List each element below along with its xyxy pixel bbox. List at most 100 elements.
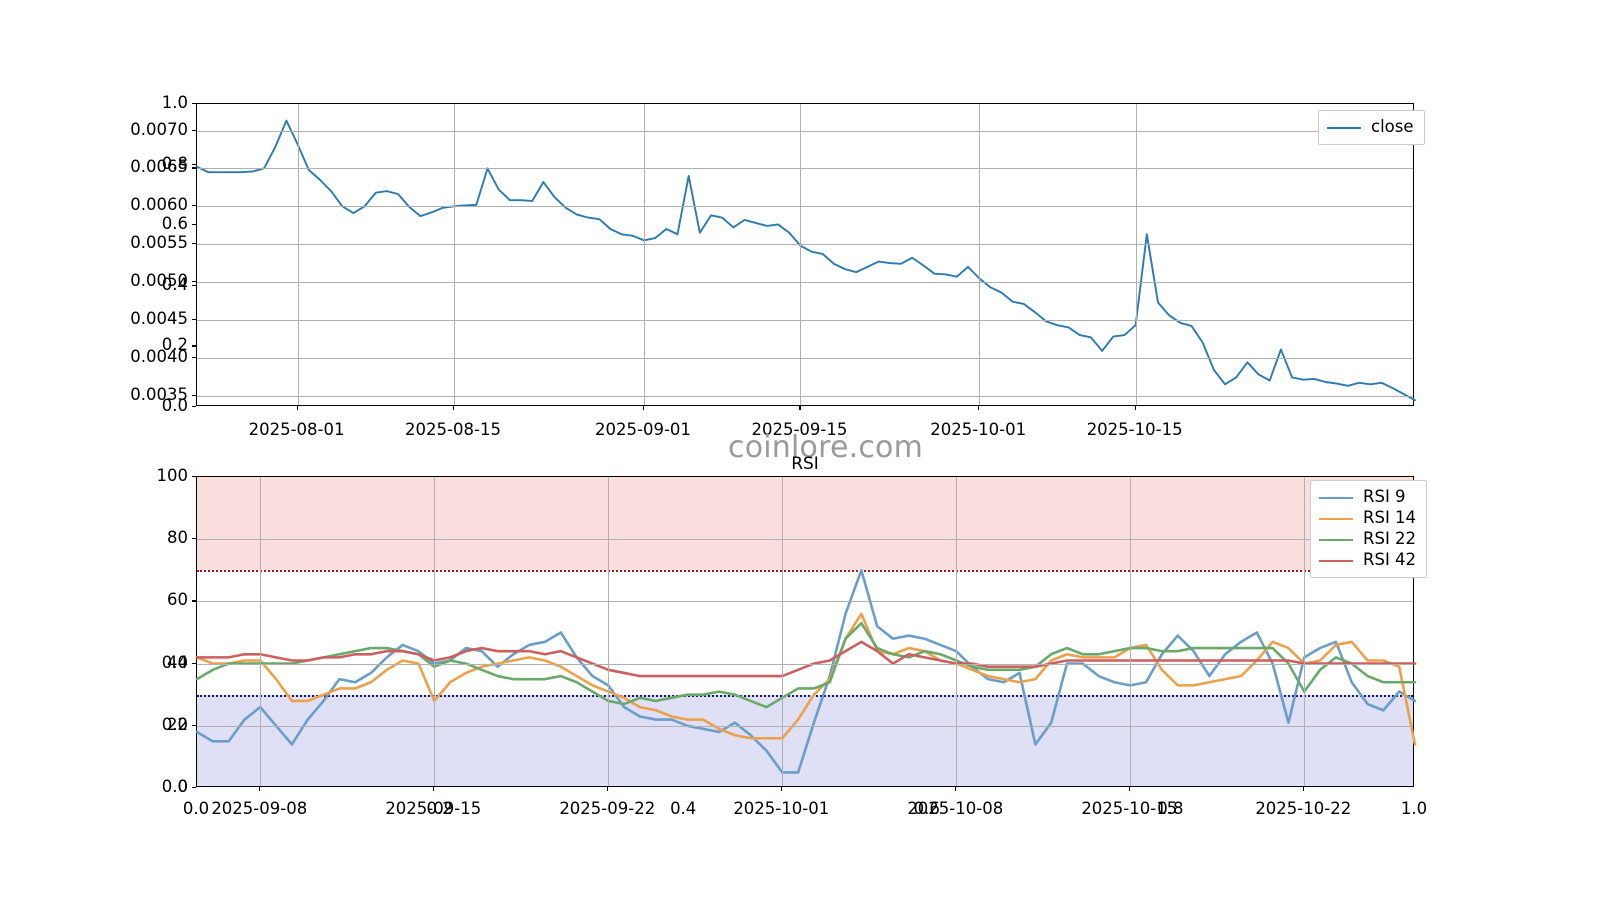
rsi-x-tick-label: 2025-09-15 [385, 799, 482, 818]
rsi-x-tick-mark [433, 787, 435, 791]
price-gridline-horizontal [197, 206, 1413, 208]
price-gridline-vertical [1135, 104, 1137, 405]
price-y-tick-label: 0.0050 [130, 271, 188, 290]
rsi-x-tick-mark [607, 787, 609, 791]
legend-swatch-rsi-22 [1319, 538, 1353, 541]
price-secondary-y-tick-label: 0.6 [161, 214, 188, 234]
rsi-y-tick-mark [192, 538, 196, 540]
price-secondary-y-tick-mark [192, 345, 196, 347]
legend-swatch-rsi-42 [1319, 559, 1353, 562]
rsi-polyline-rsi-42 [195, 640, 1417, 678]
close-price-polyline [196, 119, 1416, 402]
rsi-gridline-vertical [1130, 477, 1132, 786]
legend-entry-rsi-22[interactable]: RSI 22 [1319, 529, 1416, 550]
price-gridline-horizontal [197, 168, 1413, 170]
coinlore-watermark: coinlore.com [728, 430, 924, 465]
rsi-secondary-x-tick-label: 0.6 [913, 799, 940, 818]
rsi-gridline-vertical [434, 477, 436, 786]
rsi-x-tick-label: 2025-09-22 [559, 799, 656, 818]
price-gridline-horizontal [197, 395, 1413, 397]
rsi-gridline-vertical [782, 477, 784, 786]
price-secondary-y-tick-label: 0.4 [161, 274, 188, 294]
price-x-tick-label: 2025-09-15 [751, 420, 848, 439]
price-y-tick-label: 0.0040 [130, 346, 188, 366]
rsi-secondary-x-tick-label: 0.8 [1157, 799, 1184, 818]
price-chart-legend[interactable]: close [1318, 110, 1425, 145]
rsi-y-tick-label: 40 [167, 652, 188, 672]
rsi-overbought-band [197, 477, 1413, 571]
price-secondary-y-tick-mark [192, 406, 196, 408]
rsi-y-tick-label: 0 [177, 777, 189, 796]
price-x-tick-mark [978, 406, 980, 410]
rsi-polyline-rsi-14 [195, 612, 1417, 746]
rsi-polyline-rsi-9 [195, 569, 1417, 774]
legend-swatch-close [1327, 126, 1361, 129]
price-secondary-y-tick-mark [192, 224, 196, 226]
price-gridline-vertical [979, 104, 981, 405]
rsi-overbought-threshold-line [197, 570, 1413, 573]
price-y-tick-label: 0.0045 [130, 308, 188, 328]
rsi-series-lines [195, 569, 1417, 774]
price-y-tick-mark [192, 243, 196, 245]
price-y-tick-mark [192, 129, 196, 131]
rsi-chart-legend[interactable]: RSI 9 RSI 14 RSI 22 RSI 42 [1310, 480, 1428, 578]
price-gridline-horizontal [197, 357, 1413, 359]
price-y-tick-mark [192, 356, 196, 358]
price-secondary-y-tick-label: 0.0 [161, 396, 188, 415]
price-gridline-horizontal [197, 282, 1413, 283]
price-x-tick-label: 2025-08-15 [405, 420, 501, 439]
price-gridline-horizontal [197, 130, 1413, 132]
legend-label: RSI 22 [1363, 529, 1417, 549]
legend-entry-rsi-42[interactable]: RSI 42 [1319, 550, 1416, 571]
rsi-secondary-y-tick-label: 0.4 [161, 652, 188, 672]
price-gridline-horizontal [197, 319, 1413, 321]
price-secondary-y-tick-mark [192, 163, 196, 165]
rsi-x-tick-mark [259, 787, 261, 791]
rsi-x-tick-mark [781, 787, 783, 791]
price-y-tick-label: 0.0060 [130, 195, 188, 215]
rsi-y-tick-label: 60 [167, 590, 188, 610]
rsi-y-tick-mark [192, 476, 196, 478]
price-secondary-y-tick-mark [192, 103, 196, 105]
rsi-secondary-y-tick-mark [192, 662, 196, 664]
price-y-tick-label: 0.0065 [130, 157, 188, 177]
rsi-x-tick-label: 2025-10-08 [907, 799, 1004, 818]
price-y-tick-mark [192, 394, 196, 396]
rsi-secondary-y-tick-label: 0.2 [161, 714, 188, 734]
rsi-secondary-x-tick-label: 1.0 [1400, 799, 1428, 818]
legend-label: RSI 14 [1363, 508, 1417, 528]
rsi-gridline-horizontal [197, 725, 1413, 727]
rsi-y-tick-label: 100 [156, 466, 189, 485]
price-y-tick-label: 0.0055 [130, 233, 188, 253]
legend-entry-rsi-9[interactable]: RSI 9 [1319, 487, 1416, 508]
rsi-y-tick-label: 20 [167, 714, 188, 734]
price-gridline-vertical [643, 104, 645, 405]
rsi-secondary-y-tick-mark [192, 787, 196, 789]
legend-entry-rsi-14[interactable]: RSI 14 [1319, 508, 1416, 529]
rsi-chart-plot-area [195, 476, 1417, 787]
legend-label: close [1371, 117, 1414, 137]
price-secondary-y-tick-label: 0.8 [161, 153, 188, 173]
rsi-gridline-vertical [956, 477, 958, 786]
price-chart-plot-area [196, 103, 1416, 406]
price-x-tick-label: 2025-08-01 [248, 420, 345, 439]
price-y-tick-mark [192, 205, 196, 207]
legend-entry-close[interactable]: close [1327, 117, 1414, 138]
price-gridline-vertical [800, 104, 802, 405]
price-secondary-y-tick-mark [192, 284, 196, 286]
price-x-tick-mark [642, 406, 645, 410]
legend-swatch-rsi-14 [1319, 517, 1353, 520]
rsi-gridline-vertical [608, 477, 610, 786]
rsi-x-tick-mark [955, 787, 957, 791]
close-price-line [196, 119, 1416, 402]
price-y-tick-label: 0.0035 [130, 384, 188, 404]
legend-label: RSI 42 [1363, 550, 1417, 570]
legend-swatch-rsi-9 [1319, 496, 1353, 499]
price-x-tick-label: 2025-10-01 [930, 420, 1027, 439]
rsi-x-tick-mark [1129, 787, 1131, 791]
price-y-tick-mark [192, 318, 196, 321]
legend-label: RSI 9 [1363, 487, 1406, 507]
rsi-secondary-x-tick-label: 0.4 [670, 799, 697, 818]
rsi-secondary-x-tick-label: 0.0 [182, 799, 210, 818]
price-gridline-vertical [454, 104, 455, 405]
